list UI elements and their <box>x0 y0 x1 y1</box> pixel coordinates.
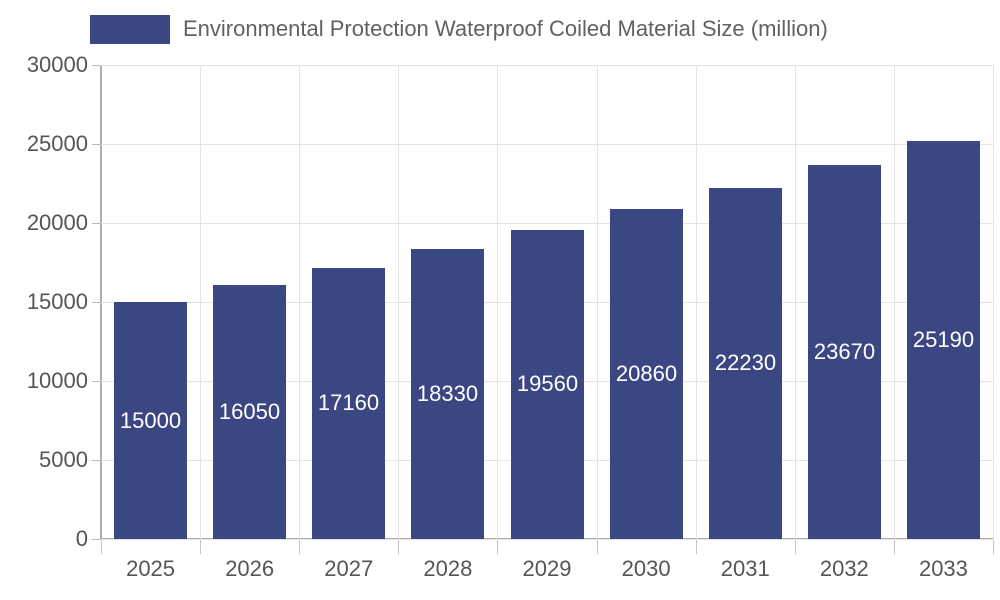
gridline-vertical <box>597 65 598 539</box>
bar-value-label: 18330 <box>416 381 479 407</box>
gridline-horizontal <box>101 223 993 224</box>
bar-2029[interactable]: 19560 <box>511 229 584 539</box>
x-tick-mark <box>597 540 598 554</box>
x-tick-mark <box>993 540 994 554</box>
x-tick-mark <box>795 540 796 554</box>
x-tick-label-2032: 2032 <box>819 556 869 581</box>
bar-value-label: 19560 <box>516 371 579 397</box>
y-tick-label: 25000 <box>26 131 88 156</box>
x-tick-label-2027: 2027 <box>324 556 374 581</box>
y-tick-label: 20000 <box>26 210 88 235</box>
x-tick-mark <box>101 540 102 554</box>
x-tick-label-2026: 2026 <box>225 556 275 581</box>
y-tick-mark <box>92 223 101 224</box>
gridline-vertical <box>398 65 399 539</box>
bar-2031[interactable]: 22230 <box>709 187 782 539</box>
x-tick-mark <box>299 540 300 554</box>
bar-2027[interactable]: 17160 <box>312 267 385 539</box>
bar-value-label: 23670 <box>813 339 876 365</box>
y-tick-mark <box>92 381 101 382</box>
bar-value-label: 16050 <box>218 399 281 425</box>
bar-value-label: 22230 <box>714 350 777 376</box>
plot-area: 15000 16050 17160 18330 19560 20860 22230 23670… <box>101 65 994 540</box>
legend-color-swatch <box>90 14 170 44</box>
y-tick-mark <box>92 65 101 66</box>
x-tick-label-2028: 2028 <box>423 556 473 581</box>
x-tick-label-2031: 2031 <box>720 556 770 581</box>
x-tick-label-2033: 2033 <box>918 556 968 581</box>
y-tick-mark <box>92 460 101 461</box>
x-tick-mark <box>398 540 399 554</box>
bar-2026[interactable]: 16050 <box>213 285 286 539</box>
y-tick-mark <box>92 302 101 303</box>
gridline-vertical <box>299 65 300 539</box>
x-tick-label-2030: 2030 <box>621 556 671 581</box>
x-tick-label-2025: 2025 <box>126 556 176 581</box>
y-tick-label: 0 <box>75 526 88 551</box>
y-tick-mark <box>92 144 101 145</box>
x-tick-mark <box>200 540 201 554</box>
x-tick-mark <box>497 540 498 554</box>
y-tick-mark <box>92 539 101 540</box>
y-tick-label: 10000 <box>26 368 88 393</box>
bar-2033[interactable]: 25190 <box>907 141 980 539</box>
gridline-horizontal <box>101 144 993 145</box>
bar-2032[interactable]: 23670 <box>808 165 881 539</box>
gridline-horizontal <box>101 539 993 540</box>
gridline-vertical <box>200 65 201 539</box>
bar-value-label: 15000 <box>119 407 182 433</box>
gridline-vertical <box>894 65 895 539</box>
y-tick-label: 30000 <box>26 52 88 77</box>
bar-2030[interactable]: 20860 <box>610 209 683 539</box>
chart-legend: Environmental Protection Waterproof Coil… <box>90 14 828 44</box>
x-tick-label-2029: 2029 <box>522 556 572 581</box>
x-tick-mark <box>894 540 895 554</box>
gridline-horizontal <box>101 65 993 66</box>
bar-value-label: 17160 <box>317 390 380 416</box>
gridline-vertical <box>696 65 697 539</box>
gridline-vertical <box>795 65 796 539</box>
y-tick-label: 15000 <box>26 289 88 314</box>
bar-2025[interactable]: 15000 <box>114 302 187 539</box>
x-tick-mark <box>696 540 697 554</box>
y-tick-label: 5000 <box>39 447 88 472</box>
bar-value-label: 25190 <box>912 327 975 352</box>
bar-value-label: 20860 <box>615 361 678 387</box>
gridline-vertical <box>497 65 498 539</box>
legend-label: Environmental Protection Waterproof Coil… <box>183 16 828 41</box>
gridline-vertical <box>993 65 994 539</box>
bar-2028[interactable]: 18330 <box>411 249 484 539</box>
